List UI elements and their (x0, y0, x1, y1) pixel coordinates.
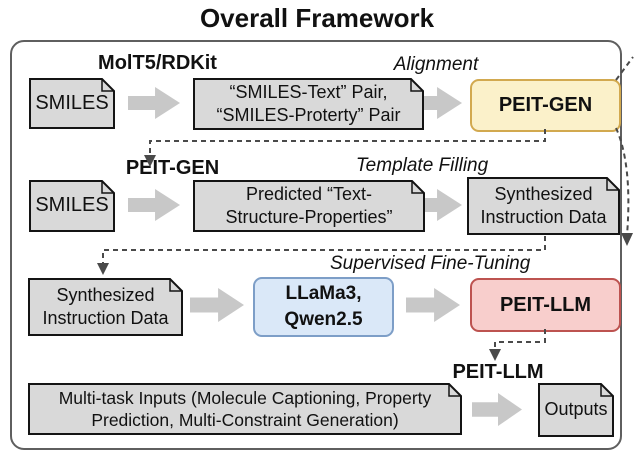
box-peit-gen: PEIT-GEN (470, 79, 621, 132)
predicted-line-2: Structure-Properties” (225, 207, 393, 227)
synth-line-1: Synthesized (494, 183, 593, 204)
doc-smiles-pairs: “SMILES-Text” Pair, “SMILES-Proterty” Pa… (193, 78, 424, 130)
doc-outputs-label: Outputs (544, 399, 608, 420)
doc-smiles-row1-label: SMILES (35, 91, 109, 114)
label-template-filling: Template Filling (355, 155, 489, 176)
diagram-title: Overall Framework (199, 3, 435, 33)
document-outline-icon (29, 180, 115, 232)
document-outline-icon (28, 278, 183, 336)
arrowhead-down-icon (621, 233, 633, 246)
label-molt5-rdkit: MolT5/RDKit (98, 52, 217, 74)
document-outline-icon (193, 180, 425, 232)
llm-line-1: LLaMa3, (285, 283, 362, 305)
doc-predicted-tsp: Predicted “Text- Structure-Properties” (193, 180, 425, 232)
synth3-line-1: Synthesized (56, 284, 155, 305)
synth3-line-2: Instruction Data (42, 308, 169, 328)
label-alignment: Alignment (393, 54, 479, 75)
doc-smiles-row2-label: SMILES (35, 194, 109, 217)
doc-smiles-pairs-label: “SMILES-Text” Pair, “SMILES-Proterty” Pa… (216, 81, 400, 127)
llm-line-2: Qwen2.5 (284, 309, 363, 330)
box-llama-qwen-label: LLaMa3, Qwen2.5 (284, 281, 362, 332)
multitask-line-1: Multi-task Inputs (Molecule Captioning, … (58, 387, 432, 408)
doc-outputs: Outputs (538, 383, 614, 437)
multitask-line-2: Prediction, Multi-Constraint Generation) (91, 410, 399, 430)
document-outline-icon (29, 78, 115, 129)
pair-line-1: “SMILES-Text” Pair, (229, 81, 388, 102)
box-llama-qwen: LLaMa3, Qwen2.5 (253, 277, 394, 337)
doc-synth-instruction-row3: Synthesized Instruction Data (28, 278, 183, 336)
predicted-line-1: Predicted “Text- (245, 183, 373, 204)
document-outline-icon (28, 383, 462, 435)
doc-smiles-row1: SMILES (29, 78, 115, 129)
doc-predicted-tsp-label: Predicted “Text- Structure-Properties” (225, 183, 392, 229)
pair-line-2: “SMILES-Proterty” Pair (216, 105, 401, 125)
doc-synth-instruction-row2-label: Synthesized Instruction Data (480, 183, 606, 229)
document-outline-icon (538, 383, 614, 437)
doc-synth-instruction-row3-label: Synthesized Instruction Data (42, 284, 168, 330)
document-outline-icon (193, 78, 424, 130)
synth-line-2: Instruction Data (480, 207, 607, 227)
label-peit-gen-step: PEIT-GEN (125, 157, 220, 179)
label-peit-llm-step: PEIT-LLM (452, 361, 544, 383)
doc-multitask-inputs: Multi-task Inputs (Molecule Captioning, … (28, 383, 462, 435)
doc-smiles-row2: SMILES (29, 180, 115, 232)
box-peit-llm: PEIT-LLM (470, 278, 621, 332)
label-supervised-fine-tuning: Supervised Fine-Tuning (330, 253, 531, 274)
doc-multitask-inputs-label: Multi-task Inputs (Molecule Captioning, … (59, 387, 432, 432)
doc-synth-instruction-row2: Synthesized Instruction Data (467, 177, 620, 235)
